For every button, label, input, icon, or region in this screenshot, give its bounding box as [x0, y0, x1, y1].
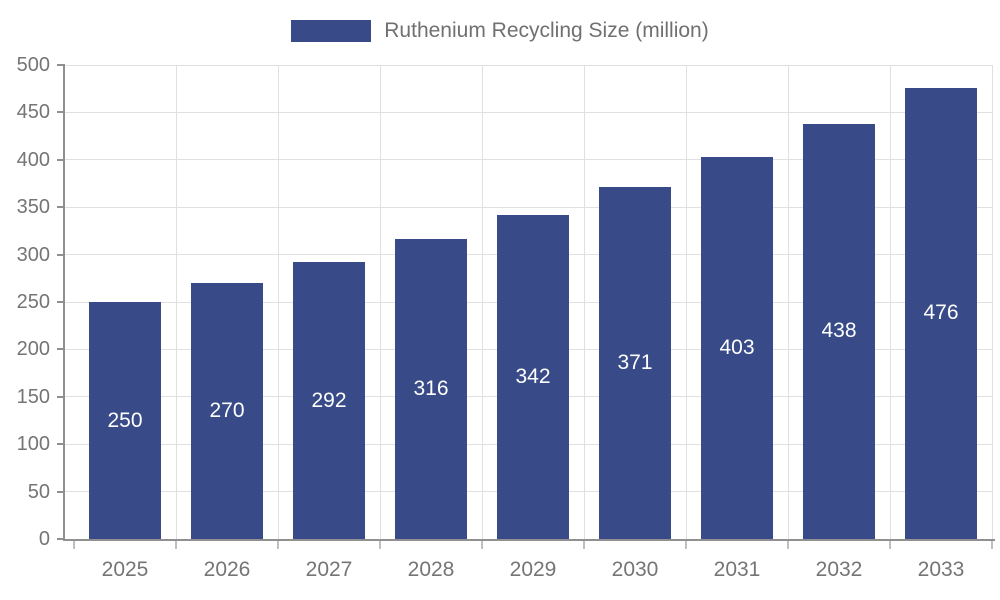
gridline-v-4	[481, 65, 483, 539]
y-axis-tick-350	[57, 206, 65, 209]
x-axis-tick-1	[175, 541, 177, 549]
gridline-h-500	[65, 64, 992, 66]
x-tick-label: 2032	[815, 558, 863, 581]
y-axis-tick-200	[57, 348, 65, 351]
x-axis-tick-9	[991, 541, 993, 549]
y-axis-tick-0	[57, 538, 65, 540]
x-tick-label: 2033	[917, 558, 965, 581]
bar-value-label: 371	[617, 351, 653, 375]
bar-2025[interactable]: 250	[89, 302, 161, 539]
y-tick-label: 200	[16, 338, 50, 361]
bar-value-label: 292	[311, 388, 347, 412]
y-axis-tick-50	[57, 490, 65, 493]
legend-label: Ruthenium Recycling Size (million)	[384, 19, 709, 42]
y-tick-label: 450	[16, 101, 50, 124]
x-axis-tick-2	[277, 541, 279, 549]
x-tick-label: 2029	[509, 558, 557, 581]
y-tick-label: 350	[16, 196, 50, 219]
legend[interactable]: Ruthenium Recycling Size (million)	[0, 18, 1000, 43]
x-axis-tick-3	[379, 541, 381, 549]
bar-2030[interactable]: 371	[599, 187, 671, 539]
x-axis-tick-8	[889, 541, 891, 549]
bar-value-label: 250	[107, 408, 143, 432]
y-tick-label: 100	[16, 433, 50, 456]
x-axis-line	[63, 539, 995, 541]
x-tick-label: 2027	[305, 558, 353, 581]
gridline-v-6	[685, 65, 687, 539]
y-axis-tick-450	[57, 111, 65, 114]
y-tick-label: 0	[38, 528, 50, 550]
x-axis-tick-7	[787, 541, 789, 549]
y-axis-tick-500	[57, 64, 65, 66]
x-axis-tick-0	[73, 541, 75, 549]
y-axis-tick-100	[57, 443, 65, 446]
gridline-v-5	[583, 65, 585, 539]
gridline-v-9	[991, 65, 993, 539]
y-tick-label: 150	[16, 385, 50, 408]
y-axis-tick-300	[57, 253, 65, 256]
y-axis-tick-400	[57, 158, 65, 161]
x-axis-tick-4	[481, 541, 483, 549]
x-tick-label: 2026	[203, 558, 251, 581]
bar-2031[interactable]: 403	[701, 157, 773, 539]
gridline-v-7	[787, 65, 789, 539]
legend-swatch	[291, 19, 372, 42]
x-axis-tick-5	[583, 541, 585, 549]
bar-value-label: 270	[209, 399, 245, 422]
x-tick-label: 2031	[713, 558, 761, 581]
bar-2032[interactable]: 438	[803, 123, 875, 539]
gridline-h-400	[65, 159, 992, 161]
x-tick-label: 2030	[611, 558, 659, 581]
y-tick-label: 50	[27, 480, 50, 503]
y-axis-tick-250	[57, 301, 65, 303]
y-tick-label: 250	[16, 291, 50, 313]
bar-value-label: 316	[413, 377, 449, 401]
x-tick-label: 2028	[407, 558, 455, 581]
gridline-v-8	[889, 65, 891, 539]
y-axis-line	[63, 65, 65, 541]
gridline-v-3	[379, 65, 381, 539]
bar-value-label: 438	[821, 319, 857, 343]
bar-2033[interactable]: 476	[905, 87, 977, 539]
y-tick-label: 300	[16, 243, 50, 266]
gridline-v-2	[277, 65, 279, 539]
x-axis-tick-6	[685, 541, 687, 549]
gridline-v-1	[175, 65, 177, 539]
gridline-h-350	[65, 206, 992, 208]
y-axis-tick-150	[57, 395, 65, 398]
y-tick-label: 500	[16, 54, 50, 76]
y-tick-label: 400	[16, 148, 50, 171]
bar-value-label: 342	[515, 364, 551, 388]
bar-2028[interactable]: 316	[395, 239, 467, 539]
bar-2026[interactable]: 270	[191, 283, 263, 539]
bar-value-label: 403	[719, 336, 755, 359]
bar-value-label: 476	[923, 301, 959, 325]
bar-2027[interactable]: 292	[293, 262, 365, 539]
gridline-h-450	[65, 111, 992, 113]
bar-2029[interactable]: 342	[497, 214, 569, 539]
x-tick-label: 2025	[101, 558, 149, 581]
